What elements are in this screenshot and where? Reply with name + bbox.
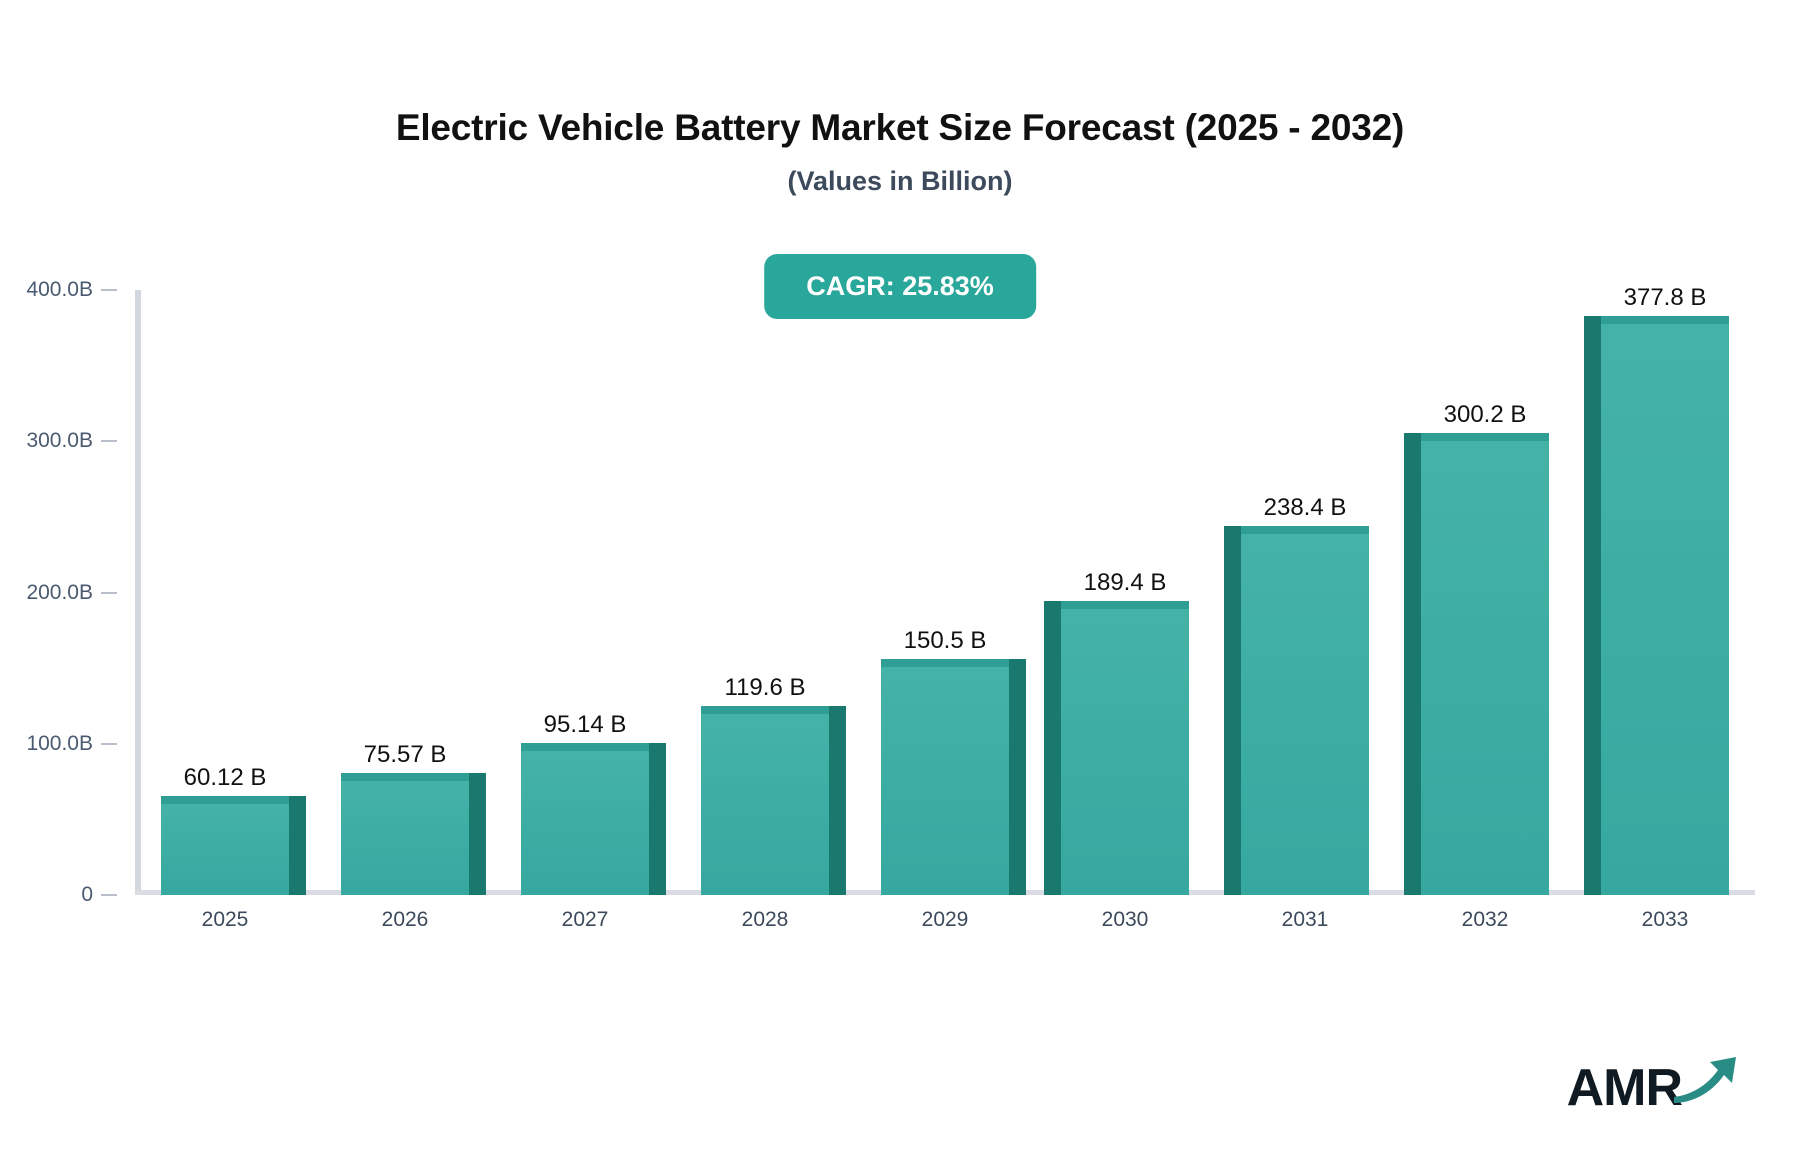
bar-front-face [521, 751, 649, 895]
bar-2027[interactable]: 95.14 B [521, 711, 666, 895]
bar-group: 75.57 B [315, 290, 495, 895]
bar-2033[interactable]: 377.8 B [1584, 284, 1729, 895]
bar-side-face [1044, 600, 1061, 895]
bar-group: 150.5 B [855, 290, 1035, 895]
bar-value-label: 75.57 B [363, 740, 447, 768]
y-axis-line [135, 290, 141, 895]
bar-front-face [701, 714, 829, 895]
bar-top-face [161, 796, 289, 805]
x-axis-tick-label: 2030 [1101, 908, 1149, 931]
bar-top-face [1421, 432, 1549, 441]
bar-group: 95.14 B [495, 290, 675, 895]
bar-side-face [829, 706, 846, 895]
bar-front-face [341, 780, 469, 895]
bar-side-face [1009, 659, 1026, 895]
amr-logo: AMR [1567, 1053, 1744, 1114]
bar-value-label: 150.5 B [903, 627, 987, 655]
plot-area: 60.12 B 75.57 B 95.14 B 119.6 B 150.5 B 189.4… [135, 284, 1755, 895]
x-axis-tick-label: 2026 [381, 908, 429, 931]
y-axis-labels: 0 100.0B 200.0B 300.0B 400.0B [0, 278, 135, 906]
y-axis-tick-mark [101, 289, 117, 291]
bar-front-face [1061, 608, 1189, 895]
bar-front-face [1421, 440, 1549, 895]
page-title: Electric Vehicle Battery Market Size For… [395, 107, 1405, 148]
bar-2025[interactable]: 60.12 B [161, 764, 306, 895]
x-axis-tick-label: 2032 [1461, 908, 1509, 931]
bar-group: 189.4 B [1035, 290, 1215, 895]
bar-front-face [1241, 534, 1369, 895]
x-axis-tick-label: 2033 [1641, 908, 1689, 931]
bar-top-face [1061, 600, 1189, 609]
bar-side-face [1404, 432, 1421, 895]
bar-top-face [341, 772, 469, 781]
y-axis-tick-mark [101, 440, 117, 443]
bar-side-face [1224, 526, 1241, 895]
bar-value-label: 300.2 B [1443, 400, 1527, 428]
bar-top-face [881, 659, 1009, 668]
bar-group: 119.6 B [675, 290, 855, 895]
bar-value-label: 238.4 B [1263, 494, 1347, 522]
bar-front-face [881, 667, 1009, 895]
amr-logo-text: AMR [1566, 1059, 1683, 1117]
bar-top-face [521, 743, 649, 752]
bar-side-face [289, 796, 306, 895]
y-axis-tick-label: 300.0B [26, 429, 93, 453]
y-axis-tick-mark [101, 591, 117, 594]
x-axis-labels: 2025 2026 2027 2028 2029 2030 2031 2032 2033 [135, 908, 1755, 948]
bar-side-face [469, 772, 486, 895]
y-axis-tick-label: 200.0B [26, 580, 93, 604]
bar-group: 377.8 B [1575, 284, 1755, 895]
bar-value-label: 377.8 B [1623, 283, 1707, 311]
bar-group: 300.2 B [1395, 290, 1575, 895]
bar-group: 60.12 B [135, 290, 315, 895]
cagr-badge: CAGR: 25.83% [764, 254, 1036, 319]
bar-2032[interactable]: 300.2 B [1404, 401, 1549, 895]
x-axis-tick-label: 2031 [1281, 908, 1329, 931]
y-axis-tick-mark [101, 894, 117, 896]
bar-value-label: 189.4 B [1083, 568, 1167, 596]
y-axis-tick-label: 400.0B [26, 278, 93, 301]
bar-2029[interactable]: 150.5 B [881, 627, 1026, 895]
bar-side-face [649, 743, 666, 895]
bar-2030[interactable]: 189.4 B [1044, 569, 1189, 895]
bar-group: 238.4 B [1215, 290, 1395, 895]
bar-front-face [1601, 323, 1729, 895]
x-axis-tick-label: 2027 [561, 908, 609, 931]
bar-front-face [161, 804, 289, 895]
chart-subtitle: (Values in Billion) [787, 165, 1013, 196]
bars-layer: 60.12 B 75.57 B 95.14 B 119.6 B 150.5 B 189.4… [135, 284, 1755, 895]
title-block: Electric Vehicle Battery Market Size For… [0, 107, 1800, 196]
bar-side-face [1584, 315, 1601, 895]
bar-value-label: 95.14 B [543, 711, 627, 739]
x-axis-tick-label: 2028 [741, 908, 789, 931]
bar-2028[interactable]: 119.6 B [701, 674, 846, 895]
y-axis-tick-mark [101, 742, 117, 745]
bar-value-label: 60.12 B [183, 764, 267, 792]
bar-top-face [1241, 526, 1369, 535]
bar-top-face [1601, 315, 1729, 324]
growth-arrow-icon [1672, 1053, 1744, 1112]
x-axis-tick-label: 2029 [921, 908, 969, 931]
y-axis-tick-label: 100.0B [26, 731, 93, 755]
y-axis-tick-label: 0 [81, 883, 93, 906]
bar-value-label: 119.6 B [724, 674, 806, 702]
bar-2026[interactable]: 75.57 B [341, 741, 486, 895]
bar-2031[interactable]: 238.4 B [1224, 494, 1369, 895]
bar-top-face [701, 706, 829, 715]
x-axis-tick-label: 2025 [201, 908, 249, 931]
